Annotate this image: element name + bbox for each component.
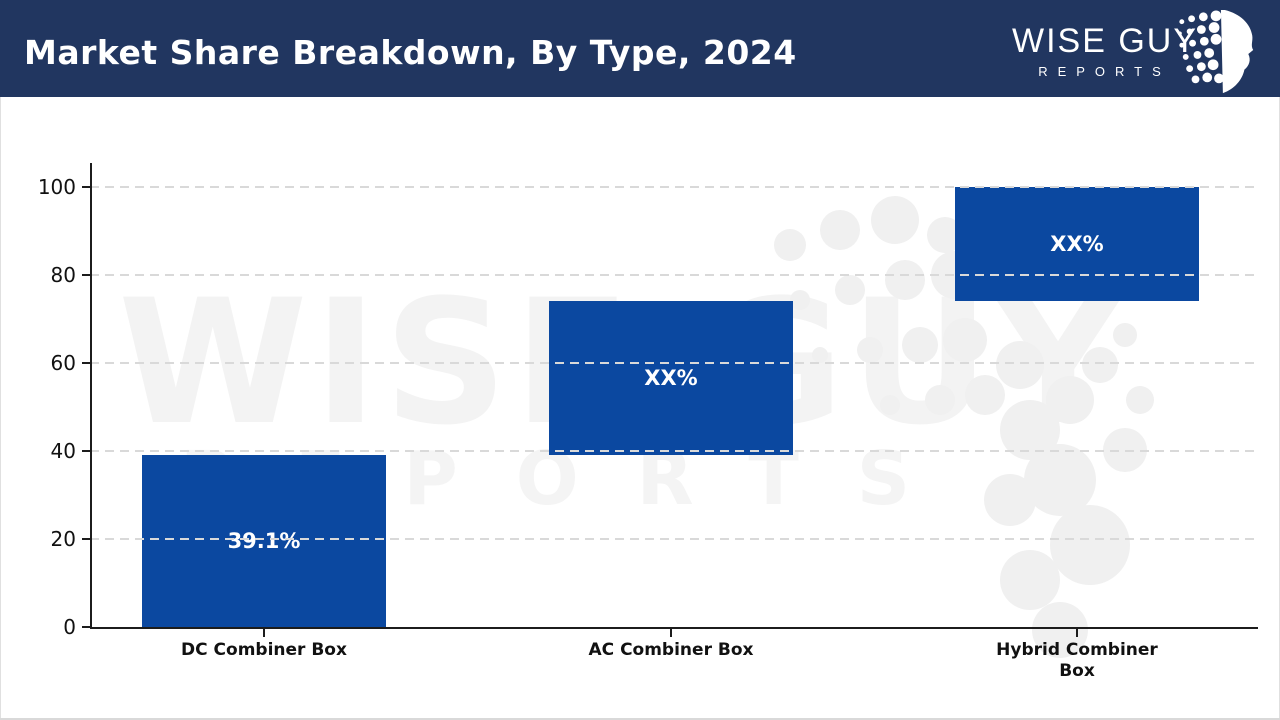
brand-logo: WISE GUY REPORTS <box>1012 8 1262 94</box>
y-tick-80 <box>82 274 90 276</box>
y-tick-label-60: 60 <box>50 351 76 375</box>
brand-name: WISE GUY <box>1012 22 1199 60</box>
bar-value-label: XX% <box>644 365 698 390</box>
x-tick-2 <box>1076 629 1078 637</box>
gridline-y-60 <box>90 362 1258 364</box>
y-tick-60 <box>82 362 90 364</box>
bar-value-label: 39.1% <box>227 528 301 553</box>
x-category-label-0: DC Combiner Box <box>181 640 347 660</box>
watermark-dotted-face <box>774 196 1154 658</box>
bar-value-label: XX% <box>1050 231 1104 256</box>
y-tick-label-0: 0 <box>63 615 76 639</box>
y-tick-label-20: 20 <box>50 527 76 551</box>
x-tick-1 <box>670 629 672 637</box>
y-tick-label-80: 80 <box>50 263 76 287</box>
page-title: Market Share Breakdown, By Type, 2024 <box>24 33 797 72</box>
bar-hybrid-combiner-box: XX% <box>955 187 1199 301</box>
gridline-y-100 <box>90 186 1258 188</box>
x-category-label-2: Hybrid Combiner Box <box>996 640 1158 682</box>
header-bar: Market Share Breakdown, By Type, 2024 WI… <box>0 0 1280 97</box>
brand-logo-text: WISE GUY REPORTS <box>1012 22 1197 79</box>
gridline-y-80 <box>90 274 1258 276</box>
x-axis-line <box>90 627 1258 629</box>
y-tick-label-40: 40 <box>50 439 76 463</box>
y-tick-0 <box>82 626 90 628</box>
gridline-y-40 <box>90 450 1258 452</box>
bar-ac-combiner-box: XX% <box>549 300 793 455</box>
y-tick-40 <box>82 450 90 452</box>
y-axis-line <box>90 163 92 629</box>
page-border-left <box>0 97 1 720</box>
brand-subname: REPORTS <box>1038 64 1171 79</box>
gridline-y-20 <box>90 538 1258 540</box>
y-tick-label-100: 100 <box>37 175 76 199</box>
bar-dc-combiner-box: 39.1% <box>142 454 386 627</box>
x-tick-0 <box>263 629 265 637</box>
y-tick-100 <box>82 186 90 188</box>
y-tick-20 <box>82 538 90 540</box>
page-border-bottom <box>0 718 1280 720</box>
dotted-face-icon <box>1177 9 1254 94</box>
x-category-label-1: AC Combiner Box <box>588 640 754 660</box>
